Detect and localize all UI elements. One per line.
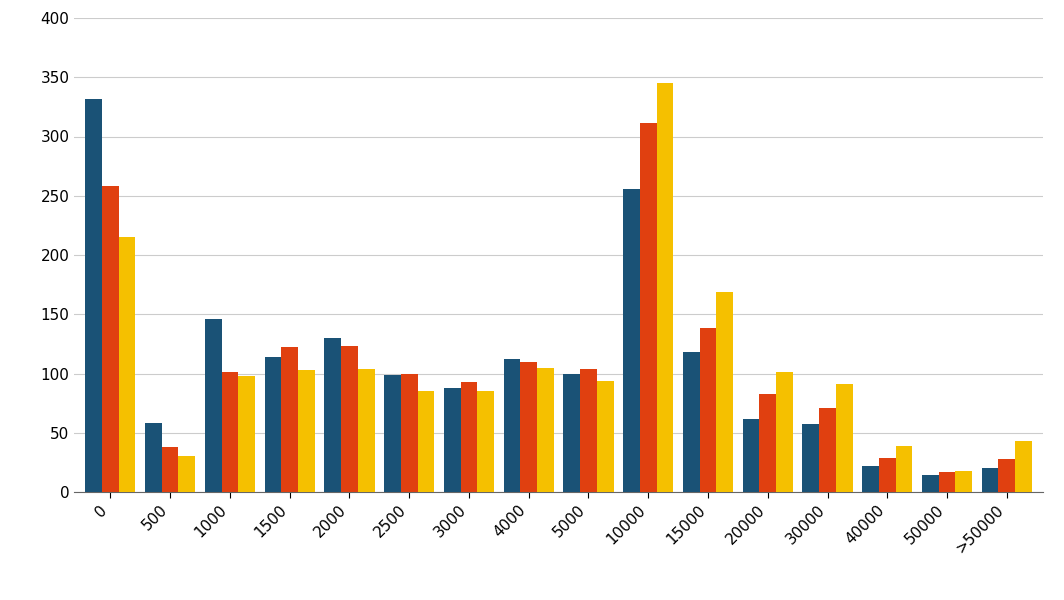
Bar	[265, 357, 281, 492]
Bar	[325, 338, 342, 492]
Bar	[179, 457, 195, 492]
Bar	[597, 380, 614, 492]
Bar	[760, 394, 776, 492]
Bar	[358, 369, 375, 492]
Bar	[998, 459, 1015, 492]
Bar	[342, 346, 358, 492]
Bar	[683, 352, 700, 492]
Bar	[478, 391, 494, 492]
Bar	[102, 186, 119, 492]
Bar	[85, 98, 102, 492]
Bar	[879, 458, 896, 492]
Bar	[716, 292, 733, 492]
Bar	[520, 362, 537, 492]
Bar	[384, 374, 401, 492]
Bar	[298, 370, 315, 492]
Bar	[580, 369, 597, 492]
Bar	[537, 368, 554, 492]
Bar	[819, 408, 836, 492]
Bar	[238, 376, 255, 492]
Bar	[1015, 441, 1032, 492]
Bar	[563, 373, 580, 492]
Bar	[938, 472, 955, 492]
Bar	[639, 124, 656, 492]
Bar	[417, 391, 434, 492]
Bar	[624, 188, 639, 492]
Bar	[221, 373, 238, 492]
Bar	[281, 347, 298, 492]
Bar	[444, 388, 461, 492]
Bar	[802, 424, 819, 492]
Bar	[922, 475, 938, 492]
Bar	[955, 470, 972, 492]
Bar	[145, 423, 162, 492]
Bar	[119, 237, 135, 492]
Bar	[896, 446, 913, 492]
Bar	[743, 419, 760, 492]
Bar	[836, 384, 852, 492]
Bar	[401, 373, 417, 492]
Bar	[862, 466, 879, 492]
Bar	[461, 382, 478, 492]
Bar	[204, 319, 221, 492]
Bar	[656, 83, 674, 492]
Bar	[700, 328, 716, 492]
Bar	[982, 469, 998, 492]
Bar	[776, 373, 793, 492]
Bar	[503, 359, 520, 492]
Bar	[162, 447, 179, 492]
